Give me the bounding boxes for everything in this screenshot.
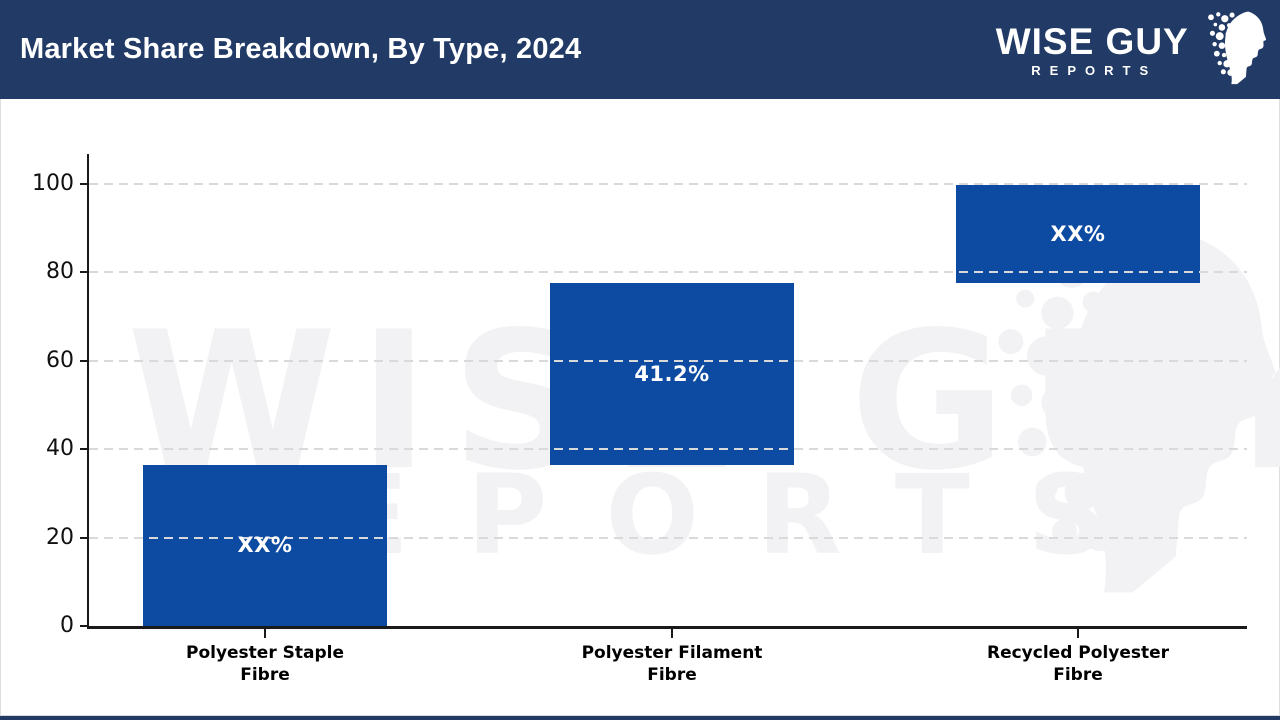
y-tick-60 (80, 359, 89, 362)
waterfall-chart: WISE GUY REPORTS 020406080100XX%Polyeste… (0, 99, 1280, 715)
logo-wordmark: WISE GUY (995, 20, 1189, 62)
x-category-label: Polyester Filament Fibre (581, 643, 763, 686)
logo-subtitle: REPORTS (1031, 62, 1158, 78)
y-tick-label: 20 (46, 524, 74, 550)
x-axis-line (87, 626, 1247, 629)
y-tick-label: 100 (32, 171, 74, 196)
y-tick-label: 80 (46, 259, 74, 285)
x-tick-1 (264, 629, 266, 638)
y-tick-40 (80, 448, 89, 451)
logo-text: WISE GUY REPORTS (996, 23, 1189, 77)
y-tick-100 (80, 183, 89, 185)
x-tick-2 (671, 629, 673, 638)
y-tick-0 (80, 625, 89, 627)
y-axis-line (87, 154, 89, 629)
y-tick-label: 40 (46, 436, 74, 462)
y-tick-label: 0 (60, 613, 74, 638)
bottom-accent-bar (0, 716, 1280, 720)
y-tick-20 (80, 536, 89, 539)
bar-1 (143, 464, 387, 626)
page-title: Market Share Breakdown, By Type, 2024 (20, 33, 582, 65)
x-category-label: Polyester Staple Fibre (185, 643, 345, 686)
bar-value-label: 41.2% (634, 361, 710, 386)
y-tick-label: 60 (46, 347, 74, 373)
bar-2 (550, 282, 794, 465)
bottom-hairline (0, 715, 1280, 716)
bar-value-label: XX% (237, 533, 293, 558)
x-tick-3 (1077, 629, 1079, 638)
wiseguy-logo: WISE GUY REPORTS (996, 10, 1266, 90)
header-bar: Market Share Breakdown, By Type, 2024 WI… (0, 0, 1280, 99)
bar-value-label: XX% (1050, 221, 1106, 246)
x-category-label: Recycled Polyester Fibre (986, 643, 1170, 686)
y-tick-80 (80, 271, 89, 274)
face-profile-icon (1207, 10, 1266, 84)
